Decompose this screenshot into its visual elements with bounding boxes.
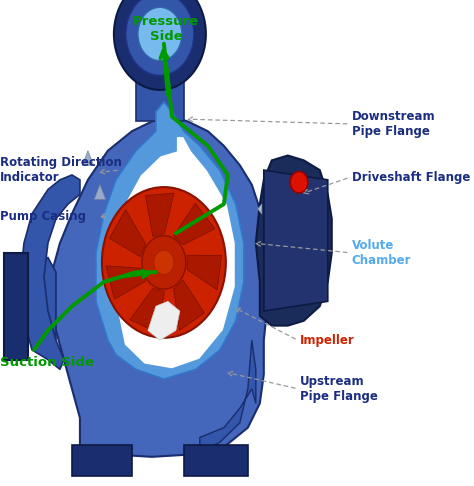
Polygon shape	[264, 170, 328, 311]
Polygon shape	[96, 102, 244, 379]
Polygon shape	[174, 203, 215, 245]
Text: Driveshaft Flange: Driveshaft Flange	[352, 171, 470, 184]
Polygon shape	[146, 193, 174, 237]
Text: Volute
Chamber: Volute Chamber	[352, 239, 411, 267]
Polygon shape	[52, 117, 268, 457]
Polygon shape	[106, 266, 146, 299]
Polygon shape	[184, 445, 248, 476]
Polygon shape	[94, 185, 106, 199]
Polygon shape	[174, 280, 204, 330]
Text: Downstream
Pipe Flange: Downstream Pipe Flange	[352, 110, 435, 138]
Polygon shape	[4, 253, 28, 360]
Text: Suction Side: Suction Side	[0, 356, 94, 368]
Circle shape	[114, 0, 206, 90]
Polygon shape	[112, 136, 236, 369]
Polygon shape	[109, 209, 146, 257]
Circle shape	[154, 250, 174, 275]
Polygon shape	[187, 255, 221, 290]
Polygon shape	[130, 288, 164, 332]
Polygon shape	[20, 258, 56, 340]
Polygon shape	[136, 34, 184, 122]
Circle shape	[102, 187, 226, 338]
Polygon shape	[82, 151, 93, 165]
Circle shape	[290, 172, 308, 193]
Polygon shape	[256, 156, 332, 326]
Polygon shape	[148, 301, 180, 340]
Circle shape	[138, 7, 182, 61]
Text: Upstream
Pipe Flange: Upstream Pipe Flange	[300, 375, 378, 403]
Polygon shape	[258, 204, 262, 214]
Circle shape	[126, 0, 194, 75]
Text: Impeller: Impeller	[300, 334, 355, 347]
Text: Pressure
Side: Pressure Side	[133, 15, 199, 43]
Polygon shape	[200, 340, 256, 452]
Circle shape	[142, 236, 186, 289]
Polygon shape	[72, 445, 132, 476]
Polygon shape	[20, 175, 80, 369]
Text: Rotating Direction
Indicator: Rotating Direction Indicator	[0, 156, 122, 184]
Text: Pump Casing: Pump Casing	[0, 210, 86, 223]
